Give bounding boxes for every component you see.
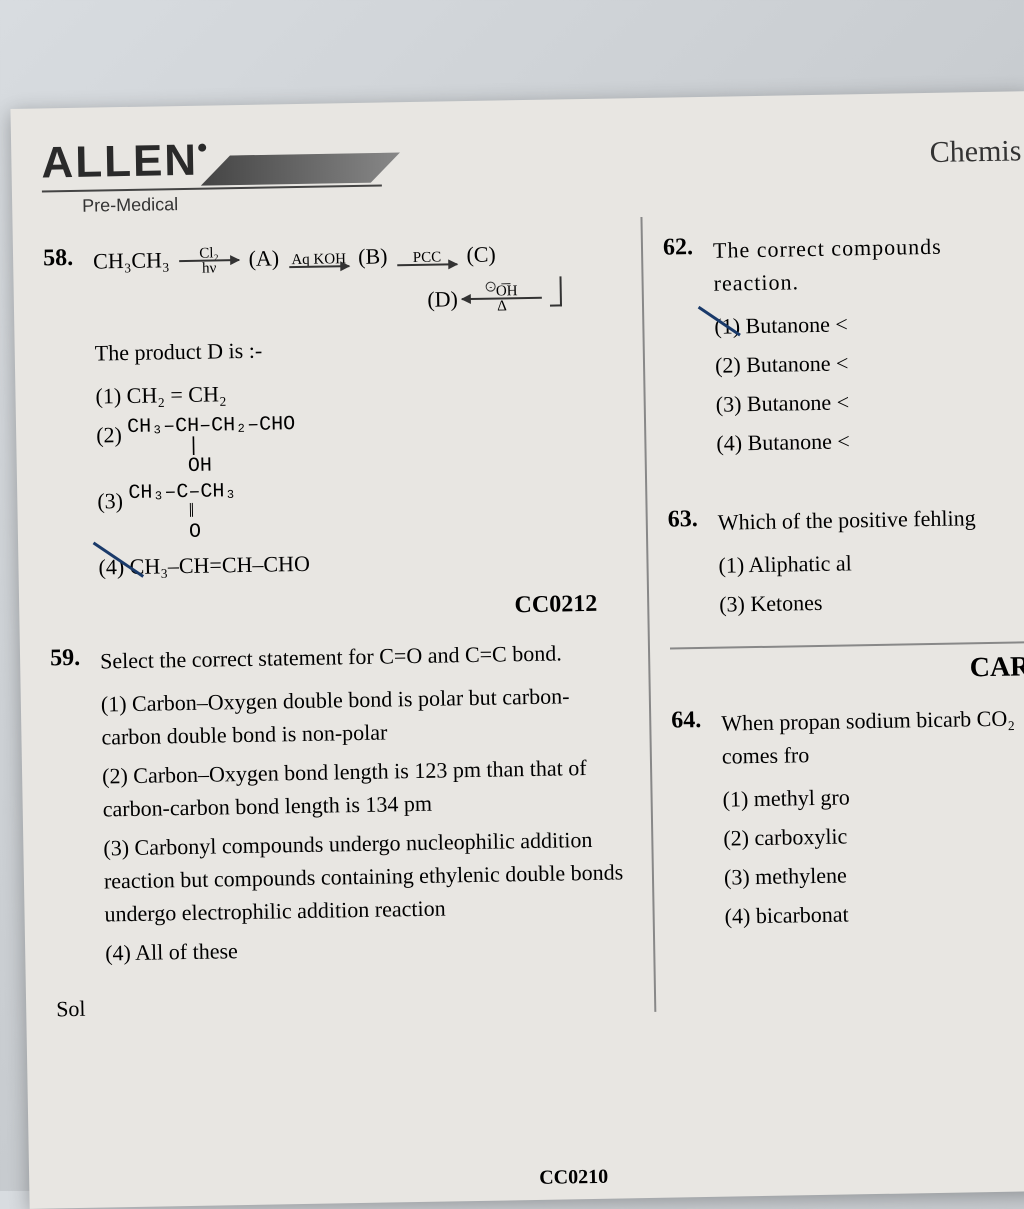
section-heading: CAR <box>670 642 1024 690</box>
q59-opt4: (4) All of these <box>105 928 633 970</box>
footer-sol: Sol <box>56 987 634 1023</box>
q58-reaction-line2: (D) -O͞H Δ <box>94 276 623 325</box>
q58-number: 58. <box>43 245 99 591</box>
question-62: 62. The correct compounds reaction. (1) … <box>663 229 1024 467</box>
q62-opt1: (1) Butanone < <box>714 305 1024 343</box>
q62-options: (1) Butanone < (2) Butanone < (3) Butano… <box>714 305 1024 460</box>
q64-opt1: (1) methyl gro <box>722 778 1024 816</box>
q59-opt1: (1) Carbon–Oxygen double bond is polar b… <box>101 679 630 754</box>
q64-opt2: (2) carboxylic <box>723 817 1024 855</box>
q64-opt4: (4) bicarbonat <box>724 895 1024 933</box>
q62-opt3: (3) Butanone < <box>715 383 1024 421</box>
q64-number: 64. <box>671 707 725 940</box>
logo-block: ALLEN <box>41 132 400 189</box>
q62-opt2: (2) Butanone < <box>715 344 1024 382</box>
q58-prompt: The product D is :- <box>94 328 622 370</box>
exam-page: ALLEN Chemis Pre-Medical 58. CH₃CH₃ Cl₂ … <box>10 91 1024 1209</box>
header: ALLEN Chemis <box>41 121 1024 189</box>
question-58: 58. CH₃CH₃ Cl₂ hν (A) Aq KOH <box>43 236 627 591</box>
arrow-left-icon: -O͞H Δ <box>462 281 543 315</box>
corner-icon <box>549 277 562 307</box>
q62-number: 62. <box>663 234 717 467</box>
q59-options: (1) Carbon–Oxygen double bond is polar b… <box>101 679 634 970</box>
q59-body: Select the correct statement for C=O and… <box>100 636 634 976</box>
q58-opt4: (4) CH₃–CH=CH–CHO <box>98 542 626 584</box>
left-column: 58. CH₃CH₃ Cl₂ hν (A) Aq KOH <box>43 217 657 1022</box>
label-A: (A) <box>248 246 279 272</box>
arrow-icon: PCC <box>397 250 457 266</box>
q64-text: When propan sodium bicarb CO₂ comes fro <box>721 702 1024 773</box>
question-63: 63. Which of the positive fehling (1) Al… <box>668 501 1024 628</box>
content-columns: 58. CH₃CH₃ Cl₂ hν (A) Aq KOH <box>43 210 1024 1022</box>
label-D: (D) <box>427 282 458 316</box>
logo-text: ALLEN <box>41 136 199 189</box>
q59-text: Select the correct statement for C=O and… <box>100 636 628 678</box>
q63-number: 63. <box>668 506 720 628</box>
q58-body: CH₃CH₃ Cl₂ hν (A) Aq KOH (B) <box>93 236 627 590</box>
question-64: 64. When propan sodium bicarb CO₂ comes … <box>671 702 1024 940</box>
q58-opt3: (3) CH₃–C–CH₃ ‖ O <box>97 476 626 545</box>
question-59: 59. Select the correct statement for C=O… <box>50 636 634 977</box>
q59-opt3: (3) Carbonyl compounds undergo nucleophi… <box>103 823 633 931</box>
footer-code: CC0210 <box>539 1166 608 1190</box>
q63-text: Which of the positive fehling <box>718 501 1024 539</box>
subject-label: Chemis <box>929 134 1021 170</box>
q64-body: When propan sodium bicarb CO₂ comes fro … <box>721 702 1024 939</box>
q58-opt1: (1) CH₂ = CH₂ <box>95 371 623 413</box>
arrow-icon: Cl₂ hν <box>179 246 240 277</box>
q58-opt2: (2) CH₃–CH–CH₂–CHO | OH <box>96 410 625 479</box>
q64-options: (1) methyl gro (2) carboxylic (3) methyl… <box>722 778 1024 933</box>
q62-body: The correct compounds reaction. (1) Buta… <box>713 229 1024 466</box>
q59-number: 59. <box>50 645 106 977</box>
q64-opt3: (3) methylene <box>724 856 1024 894</box>
q63-opt1: (1) Aliphatic al <box>718 544 1024 582</box>
code-cc0212: CC0212 <box>49 591 627 628</box>
q58-opt2-structure: CH₃–CH–CH₂–CHO | OH <box>127 415 296 478</box>
q63-body: Which of the positive fehling (1) Alipha… <box>718 501 1024 627</box>
q58-reagent-start: CH₃CH₃ <box>93 248 170 274</box>
right-column: 62. The correct compounds reaction. (1) … <box>642 211 1024 1012</box>
logo-dot-icon <box>198 144 206 152</box>
q58-reaction-line1: CH₃CH₃ Cl₂ hν (A) Aq KOH (B) <box>93 236 622 279</box>
q58-options: (1) CH₂ = CH₂ (2) CH₃–CH–CH₂–CHO | OH (3… <box>95 371 626 584</box>
q63-opt3: (3) Ketones <box>719 583 1024 621</box>
swoosh-icon <box>200 153 400 186</box>
label-B: (B) <box>358 244 388 270</box>
q59-opt2: (2) Carbon–Oxygen bond length is 123 pm … <box>102 751 631 826</box>
q58-opt3-structure: CH₃–C–CH₃ ‖ O <box>128 482 237 544</box>
arrow-icon: Aq KOH <box>289 252 349 268</box>
q63-options: (1) Aliphatic al (3) Ketones <box>718 544 1024 621</box>
q62-opt4: (4) Butanone < <box>716 422 1024 460</box>
q62-text: The correct compounds reaction. <box>713 229 1024 300</box>
label-C: (C) <box>466 242 496 268</box>
